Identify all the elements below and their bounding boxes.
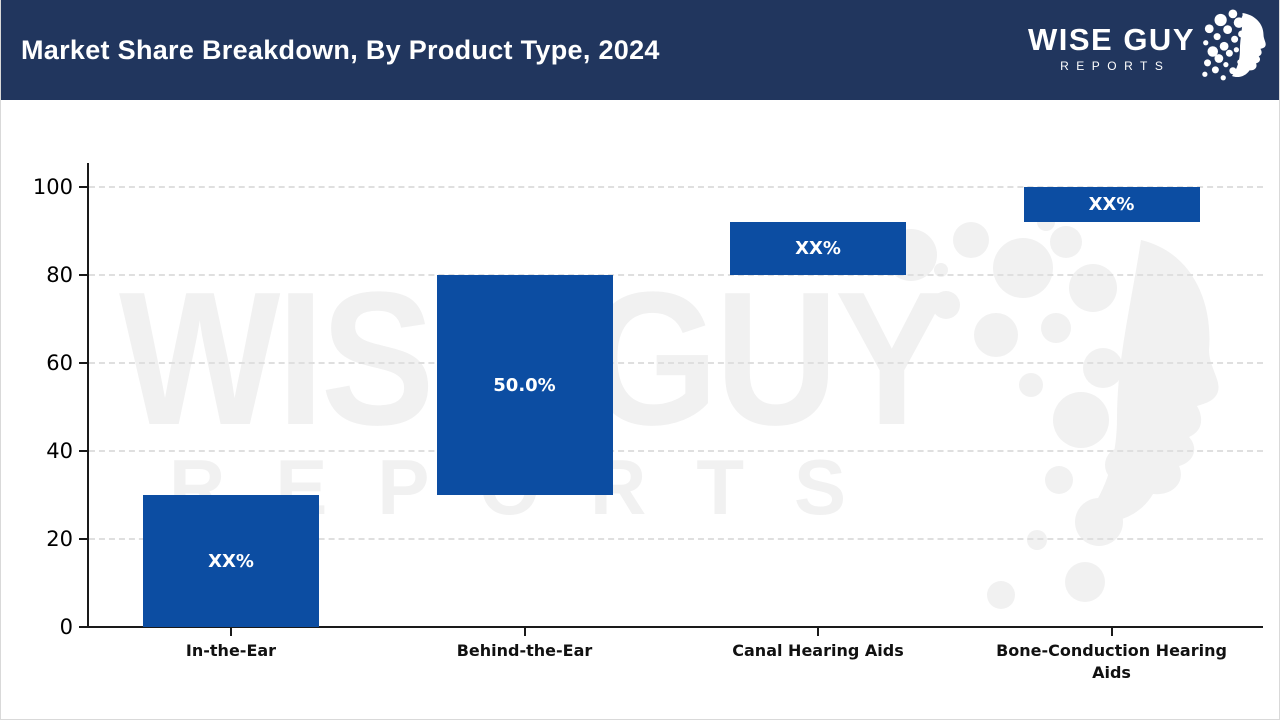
header: Market Share Breakdown, By Product Type,… (1, 0, 1279, 100)
gridline-80 (89, 274, 1263, 276)
y-tick-label-40: 40 (46, 439, 73, 463)
gridline-40 (89, 450, 1263, 452)
brand-logo: WISE GUY REPORTS (1028, 6, 1267, 90)
x-tick-mark-behind-the-ear (523, 628, 526, 636)
y-tick-label-20: 20 (46, 527, 73, 551)
y-tick-mark-80 (79, 274, 87, 276)
bar-behind-the-ear: 50.0% (436, 275, 613, 495)
y-tick-mark-40 (79, 450, 87, 452)
x-category-label-in-the-ear: In-the-Ear (185, 641, 277, 660)
x-category-label-behind-the-ear: Behind-the-Ear (456, 641, 593, 660)
brand-logo-text: WISE GUY REPORTS (1028, 24, 1195, 73)
bar-label-behind-the-ear: 50.0% (493, 374, 556, 396)
wise-guy-head-icon (1202, 9, 1266, 81)
page-title: Market Share Breakdown, By Product Type,… (21, 34, 660, 65)
y-tick-mark-0 (79, 626, 87, 628)
bar-in-the-ear: XX% (143, 495, 319, 627)
gridline-100 (89, 186, 1263, 188)
bar-canal-hearing-aids: XX% (730, 222, 906, 275)
y-tick-mark-60 (79, 362, 87, 364)
x-tick-mark-canal-hearing-aids (817, 628, 819, 636)
x-axis-line (87, 626, 1263, 628)
gridline-20 (89, 538, 1263, 540)
y-tick-label-60: 60 (46, 351, 73, 375)
gridline-60 (89, 362, 1263, 364)
y-tick-label-100: 100 (32, 175, 73, 199)
x-tick-mark-in-the-ear (230, 628, 232, 636)
x-tick-mark-bone-conduction-hearing-aids (1110, 628, 1113, 636)
x-category-label-canal-hearing-aids: Canal Hearing Aids (732, 641, 904, 660)
bar-label-canal-hearing-aids: XX% (795, 238, 841, 260)
brand-logo-tagline: REPORTS (1060, 58, 1171, 73)
bar-bone-conduction-hearing-aids: XX% (1023, 187, 1200, 223)
brand-logo-name: WISE GUY (1027, 21, 1195, 57)
bar-label-bone-conduction-hearing-aids: XX% (1088, 194, 1135, 216)
y-tick-mark-20 (79, 538, 87, 540)
y-tick-mark-100 (79, 186, 87, 188)
x-category-label-bone-conduction-hearing-aids: Bone-Conduction Hearing Aids (996, 641, 1227, 682)
y-axis-line (87, 163, 89, 628)
y-tick-label-80: 80 (46, 263, 73, 287)
y-tick-label-0: 0 (59, 615, 73, 639)
bar-label-in-the-ear: XX% (208, 550, 254, 572)
